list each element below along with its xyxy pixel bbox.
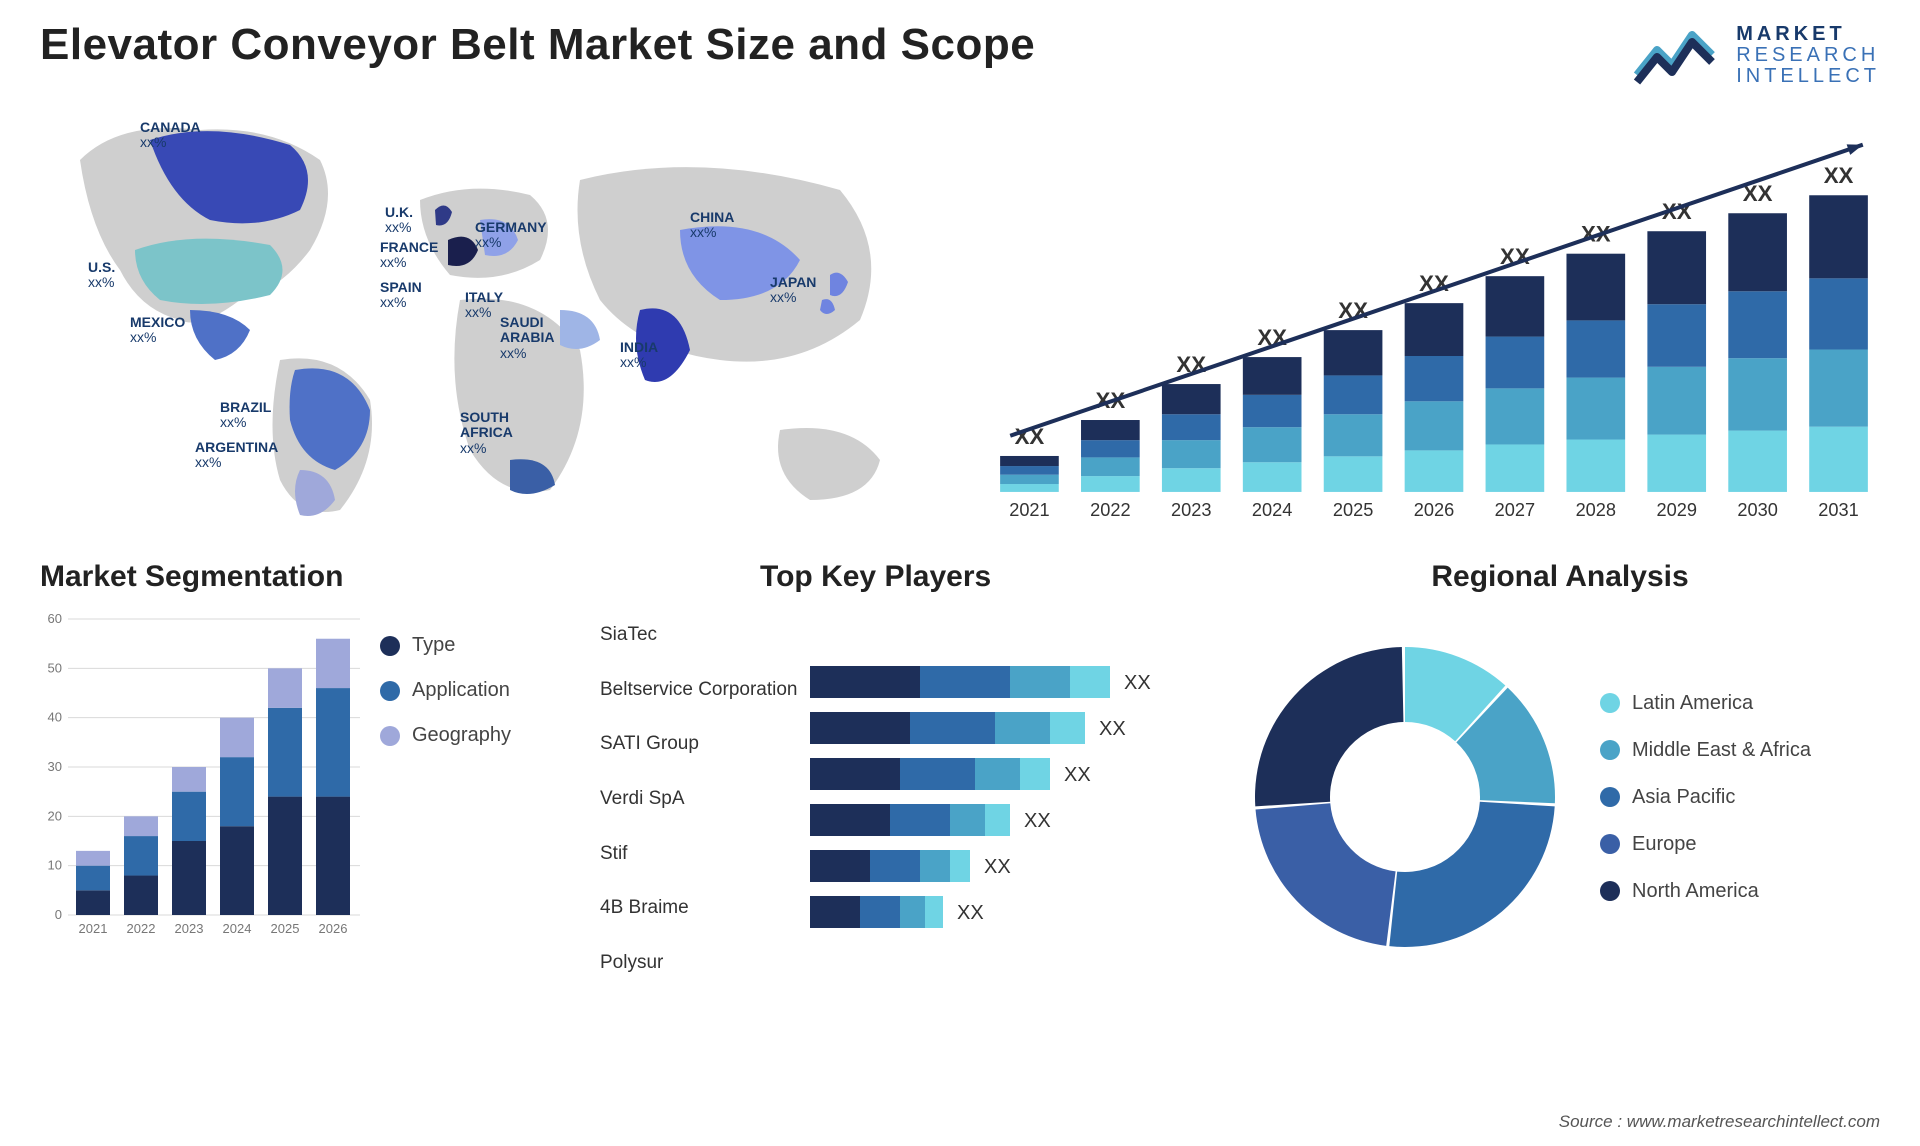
map-country-label: ITALYxx% (465, 290, 503, 321)
forecast-chart: XX2021XX2022XX2023XX2024XX2025XX2026XX20… (990, 100, 1880, 540)
map-country-label: BRAZILxx% (220, 400, 271, 431)
segmentation-panel: Market Segmentation 0 10 20 30 40 50 60 2021 202… (40, 560, 570, 990)
svg-text:2026: 2026 (319, 921, 348, 936)
svg-text:0: 0 (55, 907, 62, 922)
player-name: SiaTec (600, 612, 810, 658)
player-name: Beltservice Corporation (600, 667, 810, 713)
map-country-label: ARGENTINAxx% (195, 440, 278, 471)
regional-legend: Latin America Middle East & Africa Asia Pa… (1600, 692, 1811, 903)
player-name: SATI Group (600, 721, 810, 767)
svg-text:2024: 2024 (223, 921, 252, 936)
legend-item: Type (380, 634, 570, 657)
svg-text:2022: 2022 (127, 921, 156, 936)
legend-item: Application (380, 679, 570, 702)
svg-text:2023: 2023 (1171, 500, 1211, 520)
svg-text:2029: 2029 (1656, 500, 1696, 520)
svg-text:2025: 2025 (1333, 500, 1373, 520)
regional-donut-chart (1240, 632, 1570, 962)
svg-text:30: 30 (48, 759, 62, 774)
svg-text:2031: 2031 (1818, 500, 1858, 520)
svg-text:2021: 2021 (79, 921, 108, 936)
map-country-label: JAPANxx% (770, 275, 816, 306)
svg-text:2021: 2021 (1009, 500, 1049, 520)
map-country-label: GERMANYxx% (475, 220, 547, 251)
legend-item: Europe (1600, 833, 1811, 856)
players-panel: Top Key Players SiaTec Beltservice Corpor… (600, 560, 1210, 990)
regional-title: Regional Analysis (1240, 560, 1880, 594)
brand-logo: MARKET RESEARCH INTELLECT (1632, 20, 1880, 90)
players-chart: XX XX XX XX XX XX (810, 604, 1210, 944)
svg-text:2022: 2022 (1090, 500, 1130, 520)
map-country-label: FRANCExx% (380, 240, 438, 271)
svg-text:60: 60 (48, 611, 62, 626)
map-country-label: U.K.xx% (385, 205, 413, 236)
players-name-list: SiaTec Beltservice Corporation SATI Group V… (600, 604, 810, 990)
segmentation-legend: Type Application Geography (380, 604, 570, 990)
top-row: CANADAxx% U.S.xx% MEXICOxx% BRAZILxx% ARGENT… (40, 100, 1880, 540)
svg-text:2027: 2027 (1495, 500, 1535, 520)
segmentation-chart: 0 10 20 30 40 50 60 2021 2022 2023 2024 2025 2026 (40, 604, 360, 944)
svg-text:20: 20 (48, 808, 62, 823)
svg-text:XX: XX (1124, 672, 1151, 694)
svg-text:50: 50 (48, 660, 62, 675)
segmentation-title: Market Segmentation (40, 560, 570, 594)
svg-text:XX: XX (1824, 163, 1854, 188)
svg-text:2030: 2030 (1737, 500, 1777, 520)
page-title: Elevator Conveyor Belt Market Size and S… (40, 20, 1035, 70)
map-country-label: INDIAxx% (620, 340, 658, 371)
legend-item: Geography (380, 724, 570, 747)
players-title: Top Key Players (760, 560, 1210, 594)
svg-text:XX: XX (957, 902, 984, 924)
source-line: Source : www.marketresearchintellect.com (1559, 1112, 1880, 1132)
svg-text:2023: 2023 (175, 921, 204, 936)
player-name: Verdi SpA (600, 776, 810, 822)
svg-text:40: 40 (48, 710, 62, 725)
player-name: 4B Braime (600, 885, 810, 931)
regional-panel: Regional Analysis Latin America Middle Ea… (1240, 560, 1880, 990)
map-country-label: SOUTHAFRICAxx% (460, 410, 513, 456)
logo-text: MARKET RESEARCH INTELLECT (1736, 24, 1880, 87)
svg-text:2025: 2025 (271, 921, 300, 936)
player-name: Polysur (600, 940, 810, 986)
svg-text:XX: XX (1064, 764, 1091, 786)
svg-text:XX: XX (1024, 810, 1051, 832)
player-name: Stif (600, 831, 810, 877)
legend-item: Latin America (1600, 692, 1811, 715)
logo-mark-icon (1632, 20, 1722, 90)
map-country-label: SAUDIARABIAxx% (500, 315, 554, 361)
header: Elevator Conveyor Belt Market Size and S… (40, 20, 1880, 90)
legend-item: Middle East & Africa (1600, 739, 1811, 762)
legend-item: North America (1600, 880, 1811, 903)
svg-text:XX: XX (1099, 718, 1126, 740)
svg-text:10: 10 (48, 858, 62, 873)
svg-text:2024: 2024 (1252, 500, 1292, 520)
svg-text:2026: 2026 (1414, 500, 1454, 520)
map-country-label: CANADAxx% (140, 120, 201, 151)
map-country-label: SPAINxx% (380, 280, 422, 311)
svg-text:2028: 2028 (1576, 500, 1616, 520)
svg-text:XX: XX (984, 856, 1011, 878)
map-country-label: U.S.xx% (88, 260, 115, 291)
map-country-label: CHINAxx% (690, 210, 734, 241)
map-country-label: MEXICOxx% (130, 315, 185, 346)
bottom-row: Market Segmentation 0 10 20 30 40 50 60 2021 202… (40, 560, 1880, 990)
forecast-chart-panel: XX2021XX2022XX2023XX2024XX2025XX2026XX20… (990, 100, 1880, 540)
legend-item: Asia Pacific (1600, 786, 1811, 809)
world-map-panel: CANADAxx% U.S.xx% MEXICOxx% BRAZILxx% ARGENT… (40, 100, 960, 540)
